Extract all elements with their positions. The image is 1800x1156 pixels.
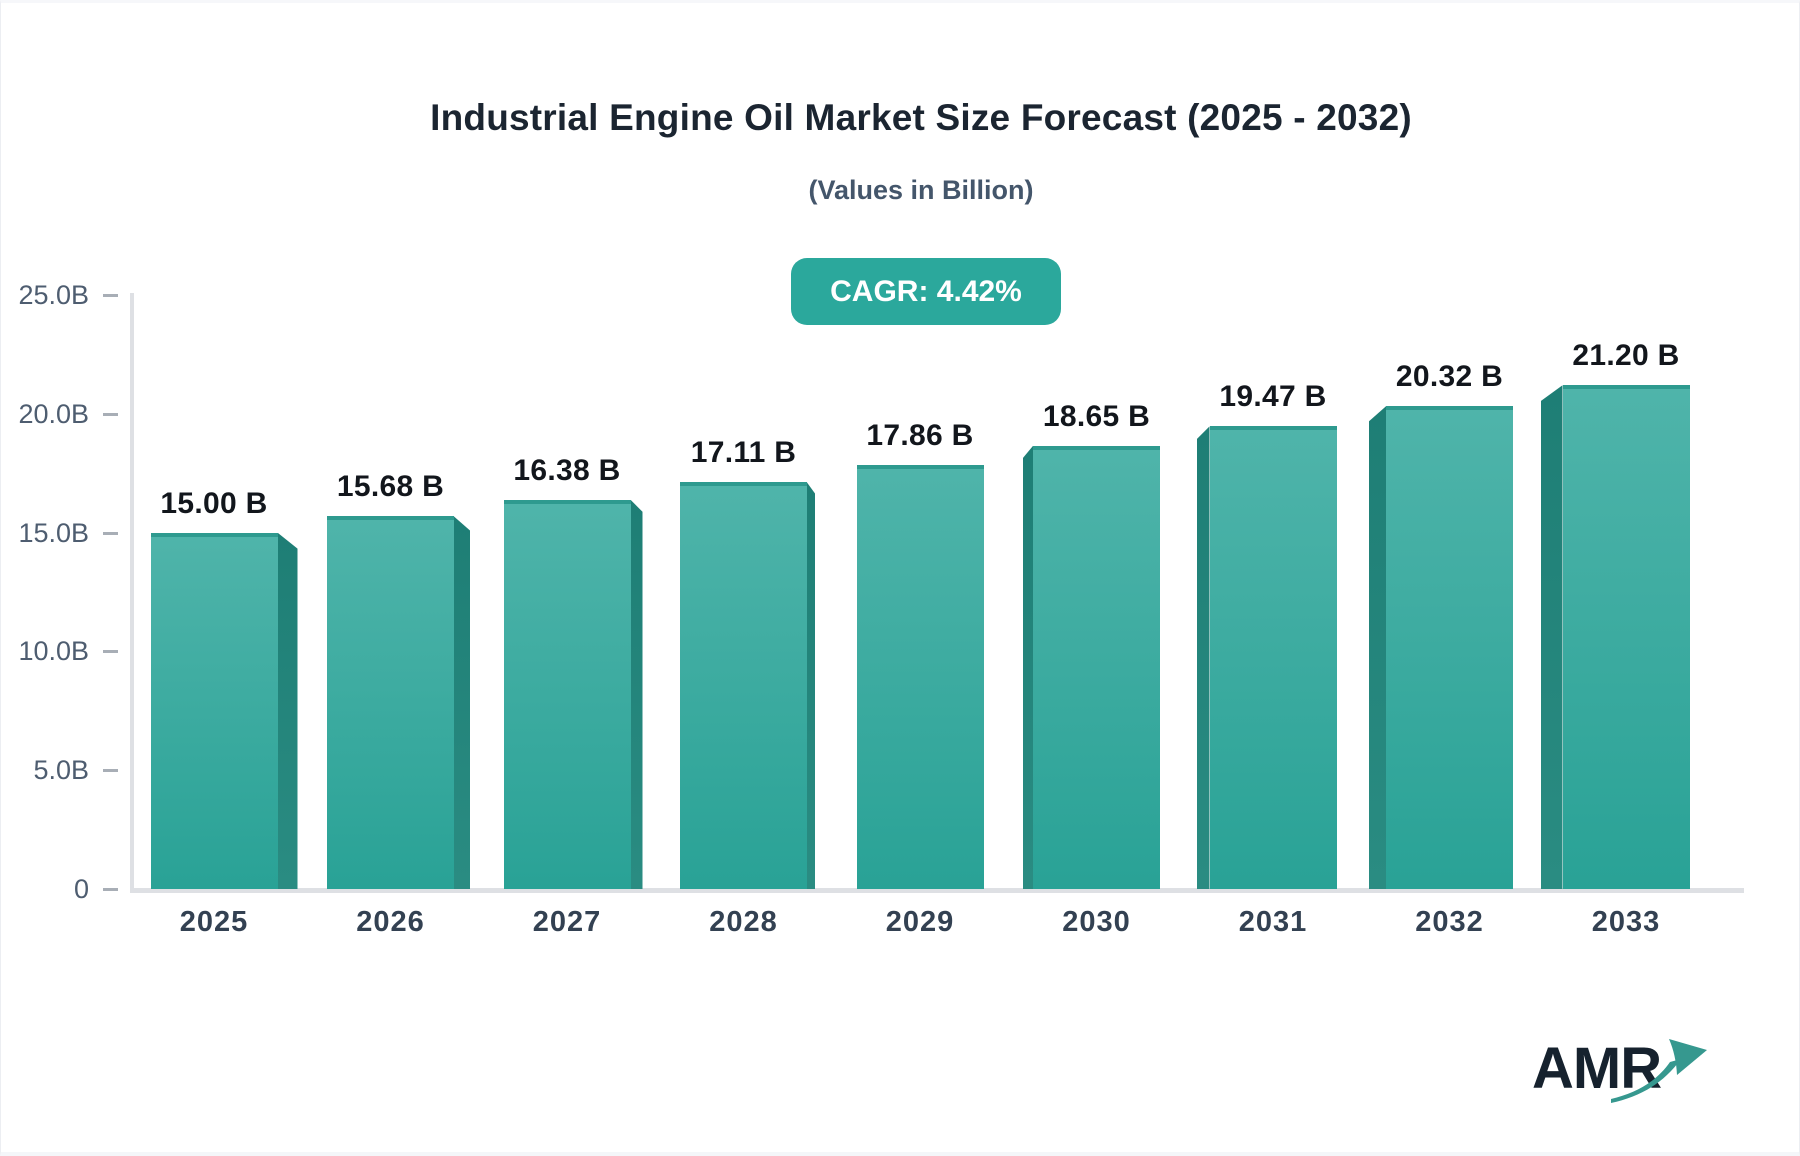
bar-value-label: 17.11 B [690, 436, 797, 470]
x-axis-label: 2032 [1415, 906, 1484, 938]
y-axis-line [130, 293, 134, 893]
x-axis-label: 2031 [1238, 906, 1308, 938]
y-axis-tick-label: 0 [73, 874, 89, 904]
y-axis-tick-mark [103, 412, 118, 416]
y-axis-tick-mark [103, 769, 118, 773]
bar-side-2030 [1023, 445, 1033, 889]
y-axis-tick-label: 20.0B [18, 398, 89, 429]
x-axis-label: 2029 [885, 906, 955, 938]
bar-value-label: 17.86 B [866, 418, 974, 452]
bar-value-label: 21.20 B [1572, 339, 1680, 373]
y-axis-tick-label: 15.0B [18, 517, 89, 548]
y-axis-tick-mark [103, 888, 118, 891]
x-axis-label: 2027 [532, 906, 602, 938]
y-axis-tick-mark [103, 294, 118, 297]
bar-2032 [1386, 406, 1513, 889]
x-axis-label: 2025 [179, 906, 249, 938]
bar-value-label: 18.65 B [1042, 399, 1151, 433]
bar-side-2026 [454, 516, 470, 889]
x-axis-label: 2028 [709, 906, 778, 938]
bar-side-2027 [630, 499, 643, 889]
bar-side-2032 [1369, 406, 1386, 889]
chart-subtitle: (Values in Billion) [808, 175, 1034, 205]
x-axis-label: 2030 [1062, 906, 1131, 938]
bar-value-label: 15.68 B [336, 470, 445, 504]
bar-2030 [1033, 445, 1160, 889]
y-axis-tick-label: 10.0B [18, 636, 89, 667]
bar-2033 [1562, 385, 1690, 889]
growth-arrow-icon [1611, 1039, 1707, 1103]
y-axis-tick-mark [103, 531, 118, 535]
bar-value-label: 20.32 B [1395, 360, 1504, 394]
bar-2029 [856, 464, 984, 889]
bar-2028 [680, 482, 807, 889]
bar-2026 [327, 516, 454, 889]
y-axis-tick-label: 25.0B [18, 280, 89, 310]
bar-value-label: 16.38 B [513, 453, 621, 487]
x-axis-label: 2026 [356, 906, 425, 938]
cagr-badge: CAGR: 4.42% [791, 258, 1061, 325]
bar-side-2031 [1196, 426, 1210, 889]
x-axis-label: 2033 [1591, 906, 1661, 938]
bar-side-2028 [807, 482, 815, 889]
brand-logo: AMR [1527, 1029, 1727, 1115]
bar-value-label: 19.47 B [1219, 380, 1327, 414]
bar-2031 [1209, 426, 1337, 889]
bar-2025 [150, 532, 278, 889]
bar-value-label: 15.00 B [160, 486, 268, 520]
chart-title: Industrial Engine Oil Market Size Foreca… [430, 97, 1412, 138]
bar-side-2033 [1540, 385, 1563, 889]
y-axis-tick-label: 5.0B [33, 755, 89, 786]
bar-2027 [503, 499, 631, 889]
x-axis-baseline [130, 888, 1744, 893]
y-axis-tick-mark [103, 650, 118, 654]
bar-side-2025 [277, 532, 298, 889]
